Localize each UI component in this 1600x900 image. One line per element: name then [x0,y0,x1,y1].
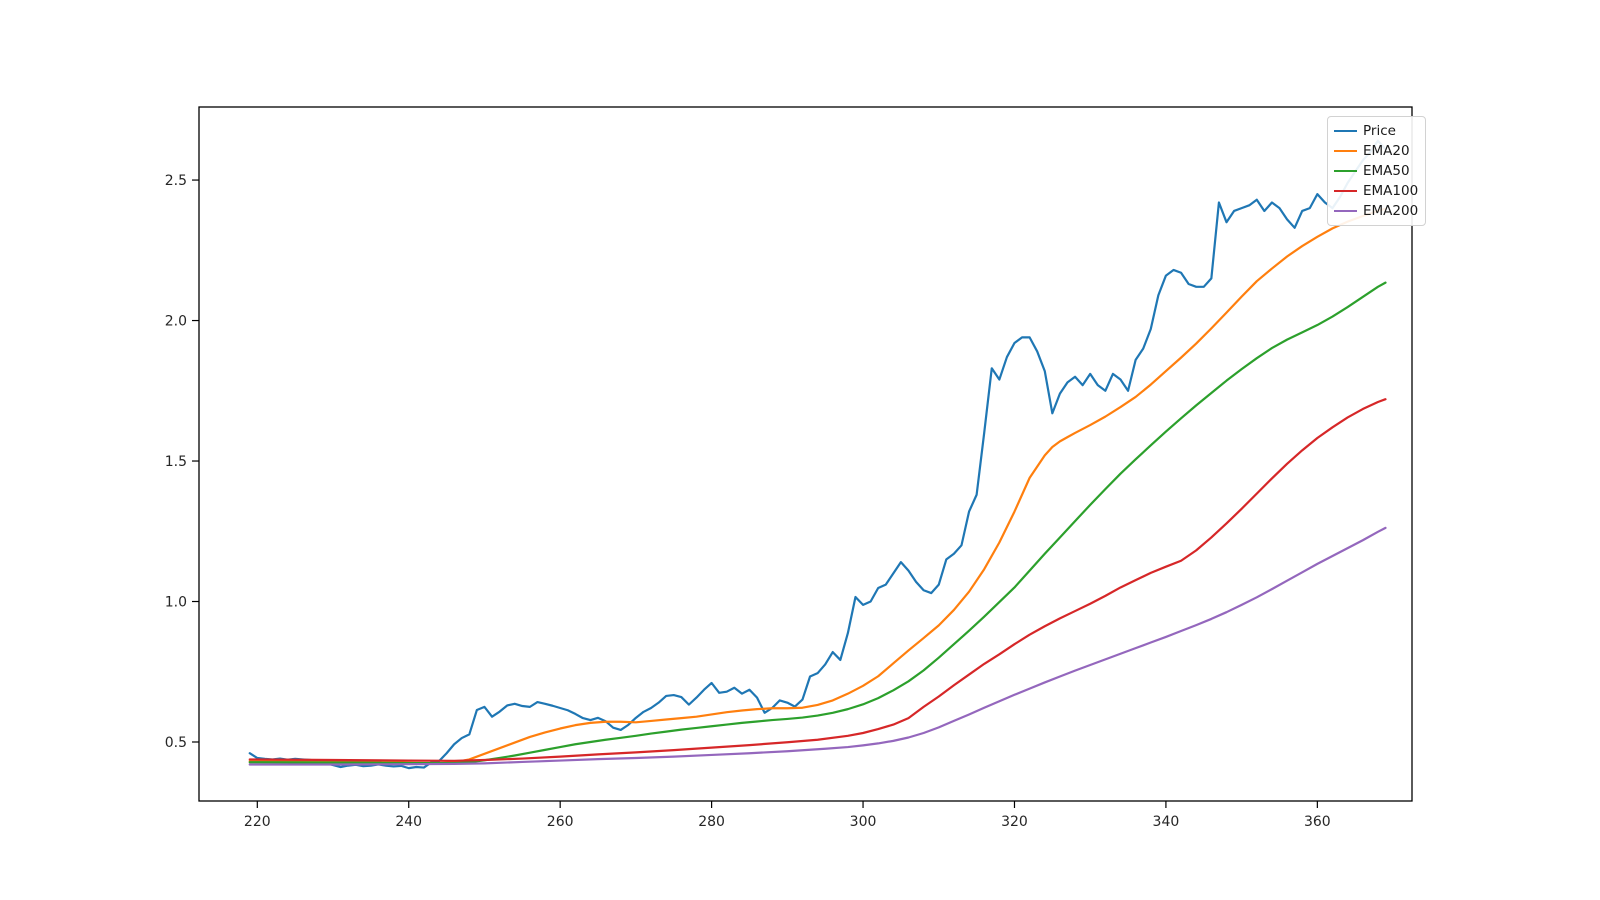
legend-label: Price [1363,123,1396,139]
legend-item-ema200: EMA200 [1334,201,1418,221]
legend-line-sample [1334,190,1357,192]
legend-item-ema100: EMA100 [1334,181,1418,201]
series-line-ema200 [248,526,1387,766]
series-line-ema20 [248,207,1387,765]
y-tick-label: 0.5 [165,735,187,751]
legend: Price EMA20 EMA50 EMA100 EMA200 [1327,116,1427,226]
y-tick-label: 2.0 [165,314,187,330]
y-tick-label: 2.5 [165,173,187,189]
series-line-ema50 [248,281,1387,765]
x-tick-label: 260 [547,814,574,830]
legend-line-sample [1334,130,1357,132]
legend-line-sample [1334,170,1357,172]
legend-item-price: Price [1334,121,1418,141]
y-tick-label: 1.5 [165,454,187,470]
legend-label: EMA200 [1363,203,1419,219]
legend-line-sample [1334,210,1357,212]
x-tick-label: 340 [1153,814,1180,830]
legend-line-sample [1334,150,1357,152]
x-tick-label: 320 [1001,814,1028,830]
legend-label: EMA50 [1363,163,1410,179]
legend-label: EMA20 [1363,143,1410,159]
x-tick-label: 360 [1304,814,1331,830]
x-tick-label: 300 [850,814,877,830]
x-tick-label: 240 [395,814,422,830]
series-line-ema100 [248,398,1387,762]
legend-item-ema20: EMA20 [1334,141,1418,161]
axes-frame [198,106,1413,802]
legend-label: EMA100 [1363,183,1419,199]
y-tick-label: 1.0 [165,595,187,611]
series-line-price [248,139,1387,770]
legend-item-ema50: EMA50 [1334,161,1418,181]
x-tick-label: 220 [244,814,271,830]
x-tick-label: 280 [698,814,725,830]
